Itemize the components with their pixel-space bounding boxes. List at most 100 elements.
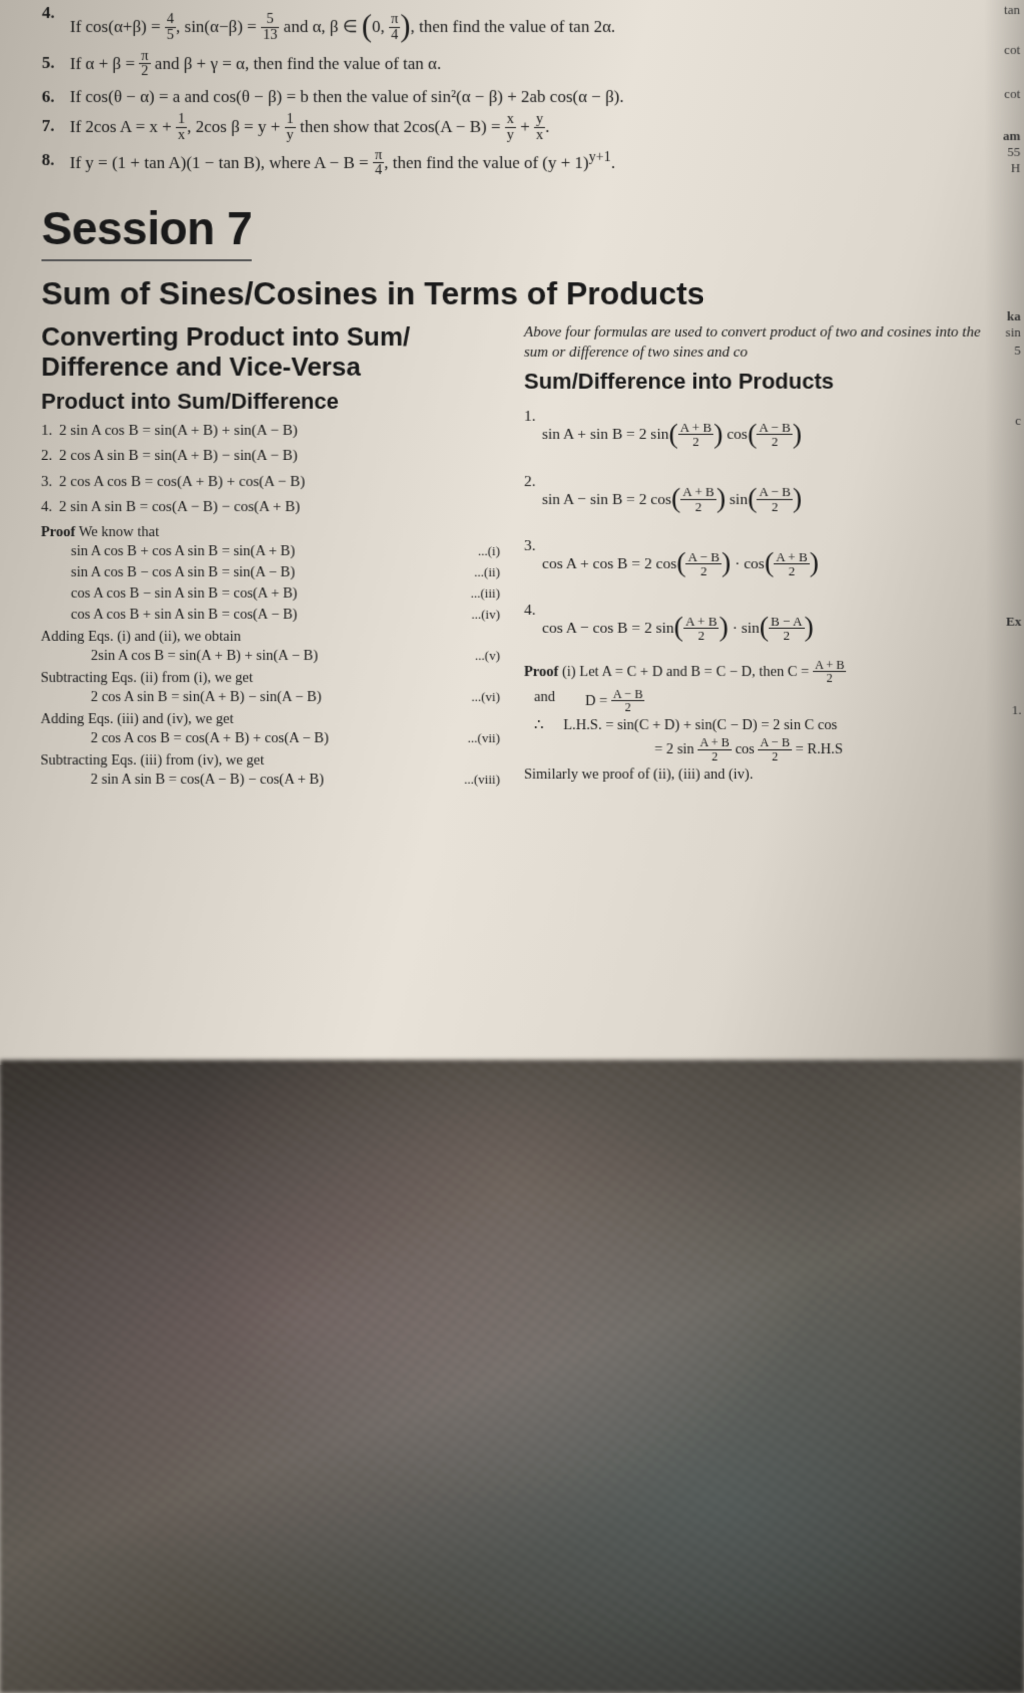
two-column-area: Converting Product into Sum/ Difference …: [40, 322, 983, 790]
formula-number: 3.: [41, 470, 59, 496]
formula-number: 2.: [524, 463, 542, 527]
right-subheading: Sum/Difference into Products: [524, 369, 983, 395]
proof-equation-row: cos A cos B − sin A sin B = cos(A + B)..…: [71, 583, 500, 604]
proof-step-equation: 2 sin A sin B = cos(A − B) − cos(A + B).…: [50, 769, 500, 790]
margin-H: H: [1011, 160, 1020, 176]
left-column: Converting Product into Sum/ Difference …: [40, 322, 500, 790]
session-title: Session 7: [41, 201, 252, 261]
equation-label: ...(i): [458, 542, 500, 561]
formula-text: cos A + cos B = 2 cosA − B2 · cosA + B2: [542, 528, 819, 592]
question-text: If 2cos A = x + 1x, 2cos β = y + 1y then…: [70, 113, 983, 143]
formula-number: 2.: [41, 444, 59, 470]
proof-equation-row: sin A cos B + cos A sin B = sin(A + B)..…: [71, 541, 500, 562]
proof-steps: Adding Eqs. (i) and (ii), we obtain2sin …: [40, 628, 500, 790]
left-subheading: Product into Sum/Difference: [41, 388, 500, 414]
equation-label: ...(iv): [451, 605, 500, 624]
formula-row: 3.2 cos A cos B = cos(A + B) + cos(A − B…: [41, 470, 500, 496]
question-item: 4.If cos(α+β) = 45, sin(α−β) = 513 and α…: [42, 0, 982, 46]
sum-formula-list: 1.sin A + sin B = 2 sinA + B2 cosA − B22…: [524, 399, 983, 657]
question-item: 5.If α + β = π2 and β + γ = α, then find…: [42, 50, 982, 80]
proof-step-equation: 2 cos A sin B = sin(A + B) − sin(A − B).…: [51, 687, 500, 708]
margin-1: 1.: [1012, 702, 1022, 718]
proof-step-equation: 2 cos A cos B = cos(A + B) + cos(A − B).…: [50, 728, 499, 749]
proof-step-text: Adding Eqs. (i) and (ii), we obtain: [41, 628, 500, 645]
formula-text: 2 cos A cos B = cos(A + B) + cos(A − B): [59, 470, 305, 496]
formula-row: 2.sin A − sin B = 2 cosA + B2 sinA − B2: [524, 463, 983, 527]
question-item: 8.If y = (1 + tan A)(1 − tan B), where A…: [42, 147, 983, 179]
margin-sin: sin: [1006, 324, 1021, 340]
equation-label: ...(vi): [451, 688, 500, 707]
question-text: If y = (1 + tan A)(1 − tan B), where A −…: [70, 147, 983, 179]
d-equation: D = A − B2: [585, 689, 645, 715]
margin-cot1: cot: [1004, 42, 1020, 58]
margin-55: 55: [1007, 144, 1020, 160]
proof-intro: We know that: [79, 524, 159, 540]
proof-step-text: Subtracting Eqs. (iii) from (iv), we get: [40, 752, 500, 769]
margin-tan: tan: [1004, 2, 1020, 18]
question-number: 5.: [42, 50, 70, 80]
proof-step-equation: 2sin A cos B = sin(A + B) + sin(A − B)..…: [51, 646, 500, 667]
margin-c: c: [1015, 413, 1021, 429]
formula-text: 2 sin A cos B = sin(A + B) + sin(A − B): [59, 418, 298, 444]
therefore-symbol: ∴: [534, 718, 543, 735]
equation-text: 2 cos A cos B = cos(A + B) + cos(A − B): [91, 728, 329, 749]
product-formula-list: 1.2 sin A cos B = sin(A + B) + sin(A − B…: [41, 418, 500, 520]
question-item: 7.If 2cos A = x + 1x, 2cos β = y + 1y th…: [42, 113, 983, 143]
question-number: 6.: [42, 84, 70, 110]
equation-label: ...(v): [455, 647, 500, 666]
formula-text: sin A − sin B = 2 cosA + B2 sinA − B2: [542, 463, 802, 527]
equation-text: cos A cos B + sin A sin B = cos(A − B): [71, 604, 298, 625]
equation-text: sin A cos B − cos A sin B = sin(A − B): [71, 562, 295, 583]
right-column: Above four formulas are used to convert …: [524, 322, 984, 790]
question-item: 6.If cos(θ − α) = a and cos(θ − β) = b t…: [42, 84, 982, 110]
right-similarly: Similarly we proof of (ii), (iii) and (i…: [524, 767, 984, 784]
right-lhs-line1: ∴ L.H.S. = sin(C + D) + sin(C − D) = 2 s…: [534, 718, 983, 735]
margin-5: 5: [1014, 342, 1021, 358]
formula-row: 4.2 sin A sin B = cos(A − B) − cos(A + B…: [41, 495, 500, 521]
textbook-page: 4.If cos(α+β) = 45, sin(α−β) = 513 and α…: [0, 0, 1024, 1065]
right-lhs-line2: = 2 sin A + B2 cos A − B2 = R.H.S: [654, 738, 983, 764]
proof-equations: sin A cos B + cos A sin B = sin(A + B)..…: [41, 541, 500, 625]
right-intro: Above four formulas are used to convert …: [524, 322, 983, 363]
lhs-eq-1: L.H.S. = sin(C + D) + sin(C − D) = 2 sin…: [563, 718, 837, 735]
question-list: 4.If cos(α+β) = 45, sin(α−β) = 513 and α…: [42, 0, 983, 179]
proof-equation-row: sin A cos B − cos A sin B = sin(A − B)..…: [71, 562, 500, 583]
formula-row: 3.cos A + cos B = 2 cosA − B2 · cosA + B…: [524, 528, 983, 592]
formula-number: 3.: [524, 528, 542, 592]
formula-text: sin A + sin B = 2 sinA + B2 cosA − B2: [542, 399, 802, 463]
formula-row: 4.cos A − cos B = 2 sinA + B2 · sinB − A…: [524, 592, 983, 657]
equation-text: cos A cos B − sin A sin B = cos(A + B): [71, 583, 298, 604]
formula-text: cos A − cos B = 2 sinA + B2 · sinB − A2: [542, 592, 814, 657]
right-proof-line1: Proof (i) Let A = C + D and B = C − D, t…: [524, 660, 983, 686]
formula-number: 1.: [41, 418, 59, 444]
equation-label: ...(vii): [448, 729, 500, 748]
question-number: 8.: [42, 147, 70, 179]
right-d-line: and D = A − B2: [534, 689, 983, 715]
formula-row: 1.2 sin A cos B = sin(A + B) + sin(A − B…: [41, 418, 500, 444]
proof-label-line: Proof We know that: [41, 524, 500, 541]
question-text: If cos(α+β) = 45, sin(α−β) = 513 and α, …: [70, 0, 982, 46]
question-number: 4.: [42, 0, 70, 46]
formula-number: 4.: [524, 592, 542, 657]
equation-label: ...(ii): [454, 563, 500, 582]
equation-label: ...(iii): [451, 584, 500, 603]
formula-text: 2 cos A sin B = sin(A + B) − sin(A − B): [59, 444, 298, 470]
question-text: If cos(θ − α) = a and cos(θ − β) = b the…: [70, 84, 982, 110]
proof-equation-row: cos A cos B + sin A sin B = cos(A − B)..…: [71, 604, 500, 625]
equation-text: 2 cos A sin B = sin(A + B) − sin(A − B): [91, 687, 322, 708]
equation-text: 2 sin A sin B = cos(A − B) − cos(A + B): [91, 769, 324, 790]
background-fabric: [0, 1060, 1024, 1693]
question-text: If α + β = π2 and β + γ = α, then find t…: [70, 50, 982, 80]
and-label: and: [534, 689, 555, 715]
question-number: 7.: [42, 113, 70, 143]
equation-text: sin A cos B + cos A sin B = sin(A + B): [71, 541, 295, 562]
equation-label: ...(viii): [444, 770, 500, 789]
margin-ka: ka: [1007, 308, 1021, 324]
left-heading: Converting Product into Sum/ Difference …: [41, 322, 500, 382]
formula-row: 2.2 cos A sin B = sin(A + B) − sin(A − B…: [41, 444, 500, 470]
formula-number: 1.: [524, 399, 542, 463]
formula-text: 2 sin A sin B = cos(A − B) − cos(A + B): [59, 495, 300, 521]
margin-am: am: [1003, 128, 1020, 144]
formula-row: 1.sin A + sin B = 2 sinA + B2 cosA − B2: [524, 399, 983, 463]
formula-number: 4.: [41, 495, 59, 521]
